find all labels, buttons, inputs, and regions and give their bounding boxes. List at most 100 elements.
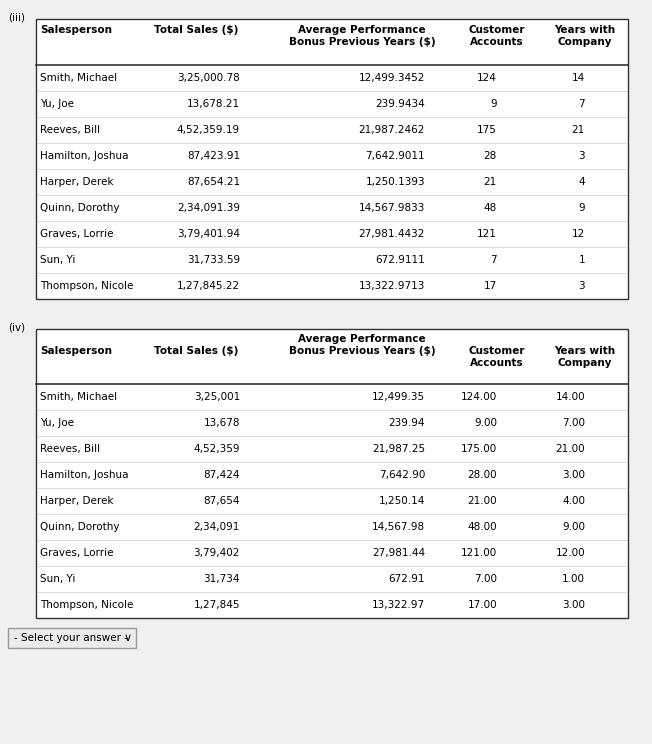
Text: 14,567.98: 14,567.98 <box>372 522 425 532</box>
Text: Yu, Joe: Yu, Joe <box>40 99 74 109</box>
Text: 3.00: 3.00 <box>562 470 585 480</box>
Text: Salesperson: Salesperson <box>40 25 112 35</box>
Text: 17: 17 <box>484 281 497 291</box>
Text: Company: Company <box>557 37 612 47</box>
Text: 31,734: 31,734 <box>203 574 240 584</box>
Text: 3: 3 <box>578 151 585 161</box>
Text: 1.00: 1.00 <box>562 574 585 584</box>
Text: 27,981.4432: 27,981.4432 <box>359 229 425 239</box>
Text: 3,79,401.94: 3,79,401.94 <box>177 229 240 239</box>
Text: Smith, Michael: Smith, Michael <box>40 392 117 402</box>
Text: 3,79,402: 3,79,402 <box>194 548 240 558</box>
Text: Thompson, Nicole: Thompson, Nicole <box>40 281 134 291</box>
Text: 13,322.97: 13,322.97 <box>372 600 425 610</box>
Text: 239.9434: 239.9434 <box>376 99 425 109</box>
Text: Total Sales ($): Total Sales ($) <box>154 346 238 356</box>
Text: Reeves, Bill: Reeves, Bill <box>40 125 100 135</box>
Text: 2,34,091.39: 2,34,091.39 <box>177 203 240 213</box>
Text: 13,322.9713: 13,322.9713 <box>359 281 425 291</box>
Text: - Select your answer -: - Select your answer - <box>14 633 128 643</box>
Text: 87,654: 87,654 <box>203 496 240 506</box>
Text: 13,678: 13,678 <box>203 418 240 428</box>
Text: 7,642.90: 7,642.90 <box>379 470 425 480</box>
Text: Total Sales ($): Total Sales ($) <box>154 25 238 35</box>
Text: 21: 21 <box>572 125 585 135</box>
Text: Company: Company <box>557 358 612 368</box>
Text: 87,424: 87,424 <box>203 470 240 480</box>
Text: 2,34,091: 2,34,091 <box>194 522 240 532</box>
Text: 9: 9 <box>490 99 497 109</box>
Text: 1,250.14: 1,250.14 <box>379 496 425 506</box>
Text: Average Performance: Average Performance <box>298 334 426 344</box>
Text: Average Performance: Average Performance <box>298 25 426 35</box>
Text: 17.00: 17.00 <box>467 600 497 610</box>
Text: 4.00: 4.00 <box>562 496 585 506</box>
Text: Harper, Derek: Harper, Derek <box>40 177 113 187</box>
Text: 1: 1 <box>578 255 585 265</box>
Text: Accounts: Accounts <box>470 37 524 47</box>
Text: 7: 7 <box>490 255 497 265</box>
Text: 12,499.35: 12,499.35 <box>372 392 425 402</box>
Text: Hamilton, Joshua: Hamilton, Joshua <box>40 470 128 480</box>
Text: 4,52,359.19: 4,52,359.19 <box>177 125 240 135</box>
Text: Thompson, Nicole: Thompson, Nicole <box>40 600 134 610</box>
Text: 9: 9 <box>578 203 585 213</box>
Text: 14,567.9833: 14,567.9833 <box>359 203 425 213</box>
Text: 13,678.21: 13,678.21 <box>187 99 240 109</box>
Text: 1,250.1393: 1,250.1393 <box>365 177 425 187</box>
Text: 28.00: 28.00 <box>467 470 497 480</box>
Text: 9.00: 9.00 <box>562 522 585 532</box>
Text: 7.00: 7.00 <box>474 574 497 584</box>
Text: 12.00: 12.00 <box>556 548 585 558</box>
Text: Salesperson: Salesperson <box>40 346 112 356</box>
Text: 12: 12 <box>572 229 585 239</box>
Text: 175.00: 175.00 <box>461 444 497 454</box>
Text: 3,25,000.78: 3,25,000.78 <box>177 73 240 83</box>
Text: 12,499.3452: 12,499.3452 <box>359 73 425 83</box>
Text: 21.00: 21.00 <box>467 496 497 506</box>
Text: Bonus Previous Years ($): Bonus Previous Years ($) <box>289 346 436 356</box>
Text: 4: 4 <box>578 177 585 187</box>
Text: 1,27,845.22: 1,27,845.22 <box>177 281 240 291</box>
Text: 14.00: 14.00 <box>556 392 585 402</box>
Text: 21: 21 <box>484 177 497 187</box>
Text: 7: 7 <box>578 99 585 109</box>
Bar <box>8 628 136 648</box>
Text: Yu, Joe: Yu, Joe <box>40 418 74 428</box>
Bar <box>36 19 628 299</box>
Text: Customer: Customer <box>469 25 526 35</box>
Text: Graves, Lorrie: Graves, Lorrie <box>40 548 113 558</box>
Text: 3: 3 <box>578 281 585 291</box>
Text: 21,987.25: 21,987.25 <box>372 444 425 454</box>
Text: Quinn, Dorothy: Quinn, Dorothy <box>40 203 119 213</box>
Text: 7.00: 7.00 <box>562 418 585 428</box>
Text: 21.00: 21.00 <box>556 444 585 454</box>
Text: ∨: ∨ <box>124 633 132 643</box>
Text: 1,27,845: 1,27,845 <box>194 600 240 610</box>
Text: 124.00: 124.00 <box>461 392 497 402</box>
Text: 28: 28 <box>484 151 497 161</box>
Text: (iv): (iv) <box>8 323 25 333</box>
Text: 3.00: 3.00 <box>562 600 585 610</box>
Text: 9.00: 9.00 <box>474 418 497 428</box>
Text: Reeves, Bill: Reeves, Bill <box>40 444 100 454</box>
Text: 4,52,359: 4,52,359 <box>194 444 240 454</box>
Text: 27,981.44: 27,981.44 <box>372 548 425 558</box>
Text: 239.94: 239.94 <box>389 418 425 428</box>
Text: 175: 175 <box>477 125 497 135</box>
Text: Hamilton, Joshua: Hamilton, Joshua <box>40 151 128 161</box>
Text: Sun, Yi: Sun, Yi <box>40 255 76 265</box>
Text: Bonus Previous Years ($): Bonus Previous Years ($) <box>289 37 436 47</box>
Text: Years with: Years with <box>554 346 615 356</box>
Text: 124: 124 <box>477 73 497 83</box>
Text: 31,733.59: 31,733.59 <box>187 255 240 265</box>
Text: 7,642.9011: 7,642.9011 <box>365 151 425 161</box>
Text: 14: 14 <box>572 73 585 83</box>
Text: 48: 48 <box>484 203 497 213</box>
Text: 3,25,001: 3,25,001 <box>194 392 240 402</box>
Text: Accounts: Accounts <box>470 358 524 368</box>
Text: Smith, Michael: Smith, Michael <box>40 73 117 83</box>
Text: Harper, Derek: Harper, Derek <box>40 496 113 506</box>
Text: 87,654.21: 87,654.21 <box>187 177 240 187</box>
Text: (iii): (iii) <box>8 13 25 23</box>
